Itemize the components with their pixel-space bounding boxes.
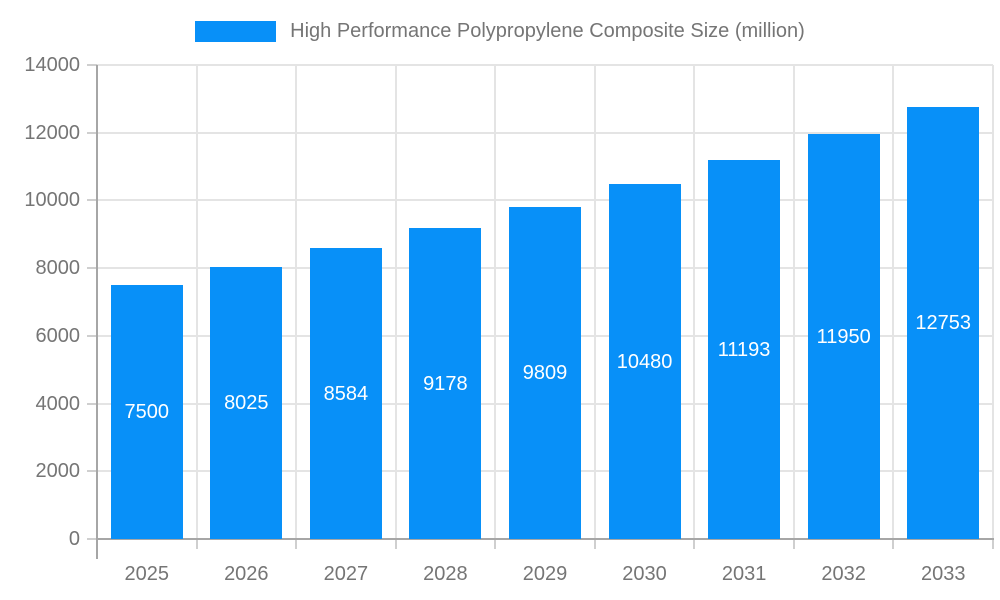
y-tick [87, 131, 97, 134]
y-axis-tick-label: 4000 [35, 392, 81, 415]
y-axis-line [96, 65, 98, 559]
legend-label[interactable]: High Performance Polypropylene Composite… [290, 20, 805, 42]
bar[interactable] [907, 107, 980, 539]
legend[interactable]: High Performance Polypropylene Composite… [0, 18, 1000, 44]
y-axis-tick-label: 12000 [24, 121, 80, 144]
category-gridline [494, 65, 497, 539]
y-axis-tick-label: 6000 [35, 324, 81, 347]
x-tick [494, 539, 497, 549]
bar[interactable] [409, 228, 482, 539]
y-tick [87, 538, 97, 540]
x-tick [693, 539, 696, 549]
y-tick [87, 267, 97, 270]
category-gridline [593, 65, 596, 539]
x-axis-tick-label: 2025 [124, 563, 170, 585]
x-tick [892, 539, 895, 549]
category-gridline [195, 65, 198, 539]
y-axis-tick-label: 0 [68, 528, 80, 550]
bar[interactable] [509, 206, 581, 539]
bar-value-label: 11193 [717, 338, 771, 361]
x-tick [394, 539, 397, 549]
y-tick [87, 470, 97, 473]
category-gridline [394, 65, 397, 539]
x-tick [295, 539, 298, 549]
category-gridline [693, 65, 696, 539]
x-axis-tick-label: 2027 [323, 563, 369, 585]
bar[interactable] [110, 285, 183, 539]
bar-value-label: 10480 [616, 350, 673, 373]
y-gridline [97, 199, 993, 202]
bar-value-label: 7500 [124, 401, 170, 424]
y-tick [87, 402, 97, 405]
x-tick [792, 539, 795, 549]
x-axis-tick-label: 2033 [920, 563, 966, 585]
bar[interactable] [708, 160, 781, 539]
legend-swatch[interactable] [195, 20, 277, 42]
bar[interactable] [210, 267, 283, 539]
category-gridline [295, 65, 298, 539]
bar[interactable] [807, 134, 880, 539]
y-gridline [97, 131, 993, 134]
y-gridline [97, 64, 993, 66]
x-axis-tick-label: 2029 [522, 563, 568, 585]
category-gridline [792, 65, 795, 539]
y-tick [87, 199, 97, 202]
bar[interactable] [309, 248, 382, 539]
bar[interactable] [608, 184, 681, 539]
bar-value-label: 8025 [224, 392, 269, 415]
bar-value-label: 11950 [816, 325, 871, 348]
x-axis-tick-label: 2026 [224, 563, 269, 585]
x-axis-tick-label: 2031 [721, 563, 767, 585]
x-axis-line [96, 538, 994, 540]
bar-value-label: 12753 [915, 312, 972, 335]
y-tick [87, 334, 97, 337]
y-axis-tick-label: 8000 [35, 257, 81, 280]
x-tick [593, 539, 596, 549]
x-axis-tick-label: 2030 [622, 563, 667, 585]
y-axis-tick-label: 14000 [24, 54, 80, 76]
x-tick [195, 539, 198, 549]
category-gridline [992, 65, 994, 539]
y-axis-tick-label: 10000 [24, 189, 80, 212]
x-axis-tick-label: 2032 [821, 563, 866, 585]
x-axis-tick-label: 2028 [423, 563, 468, 585]
bar-value-label: 9809 [522, 361, 568, 384]
x-tick [992, 539, 994, 549]
category-gridline [892, 65, 895, 539]
bar-value-label: 8584 [323, 382, 369, 405]
bar-value-label: 9178 [423, 372, 468, 395]
y-tick [87, 64, 97, 66]
y-axis-tick-label: 2000 [35, 460, 81, 483]
